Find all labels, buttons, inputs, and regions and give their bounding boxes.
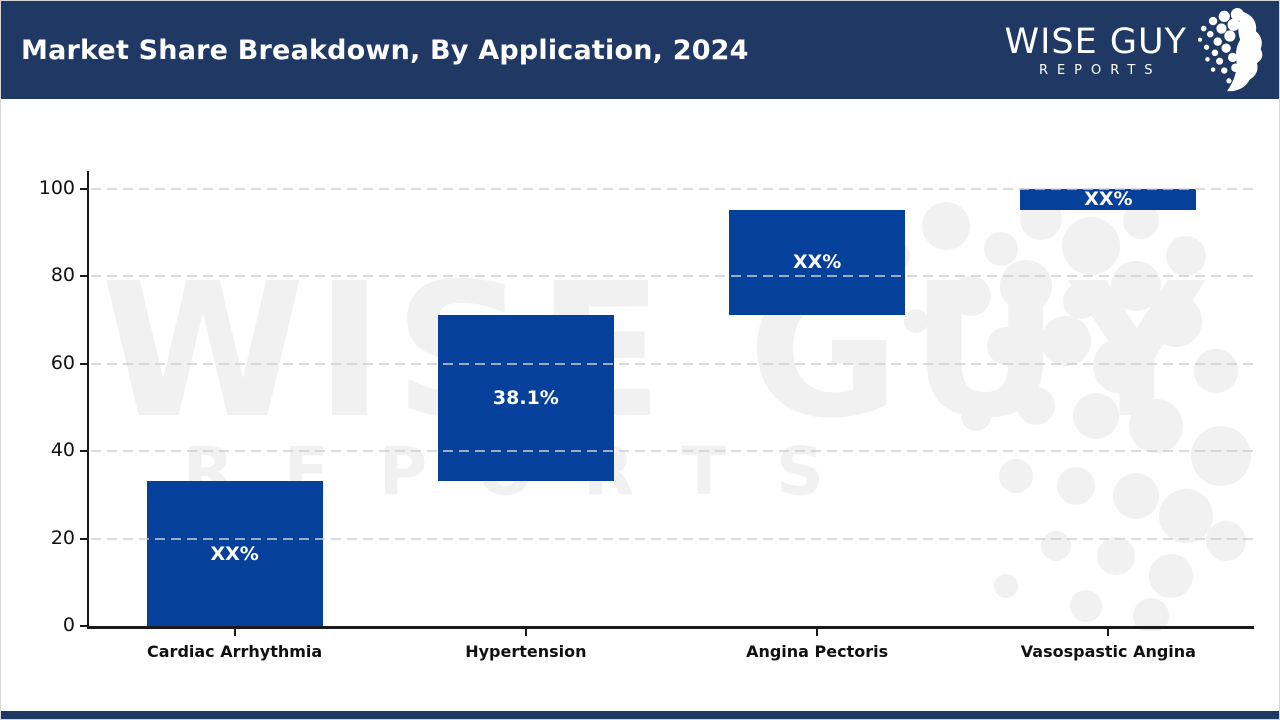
x-axis [87, 626, 1254, 629]
y-tick-label: 40 [50, 439, 75, 461]
bar-value-label: XX% [210, 542, 259, 565]
y-tick-label: 60 [50, 351, 75, 374]
bar-value-label: 38.1% [492, 386, 559, 409]
market-share-chart: XX% Cardiac Arrhythmia 38.1% Hypertension XX… [1, 99, 1279, 713]
y-axis-tick [80, 537, 87, 540]
watermark-dotted-face [882, 198, 1251, 631]
x-axis-tick [524, 629, 527, 636]
x-axis-tick [1107, 629, 1110, 636]
dotted-face-icon [1197, 8, 1263, 92]
logo-wordmark: WISE GUY [1004, 21, 1187, 62]
page-title: Market Share Breakdown, By Application, … [21, 34, 749, 66]
x-category-label: Hypertension [465, 642, 587, 661]
x-category-label: Cardiac Arrhythmia [147, 642, 323, 661]
gridline [91, 187, 1254, 190]
x-category-label: Angina Pectoris [746, 642, 889, 661]
bar-value-label: XX% [792, 251, 842, 274]
bar-segment: 38.1% [437, 314, 614, 482]
y-tick-label: 100 [38, 176, 75, 199]
gridline [91, 537, 1254, 540]
y-tick-label: 0 [62, 614, 75, 636]
footer-bar [1, 711, 1279, 719]
x-axis-tick [816, 629, 819, 636]
x-axis-tick [233, 629, 236, 636]
y-axis-tick [80, 362, 87, 365]
wise-guy-reports-logo: WISE GUY REPORTS [1004, 7, 1267, 93]
logo-text: WISE GUY REPORTS [1004, 23, 1187, 78]
gridline [91, 450, 1254, 452]
logo-subtitle: REPORTS [1038, 62, 1162, 78]
y-axis-tick [80, 625, 87, 627]
bar-segment: XX% [729, 209, 906, 315]
y-axis-tick [80, 450, 87, 452]
bar-segment: XX% [146, 481, 323, 626]
header-bar: Market Share Breakdown, By Application, … [1, 1, 1279, 99]
y-axis-tick [80, 275, 87, 277]
y-axis-tick [80, 187, 87, 190]
gridline [91, 362, 1254, 365]
y-axis [87, 171, 89, 629]
gridline [91, 275, 1254, 277]
x-category-label: Vasospastic Angina [1020, 642, 1196, 661]
bar-value-label: XX% [1084, 188, 1133, 211]
y-tick-label: 80 [50, 264, 75, 286]
y-tick-label: 20 [50, 526, 75, 549]
bar-segment: XX% [1020, 188, 1197, 211]
